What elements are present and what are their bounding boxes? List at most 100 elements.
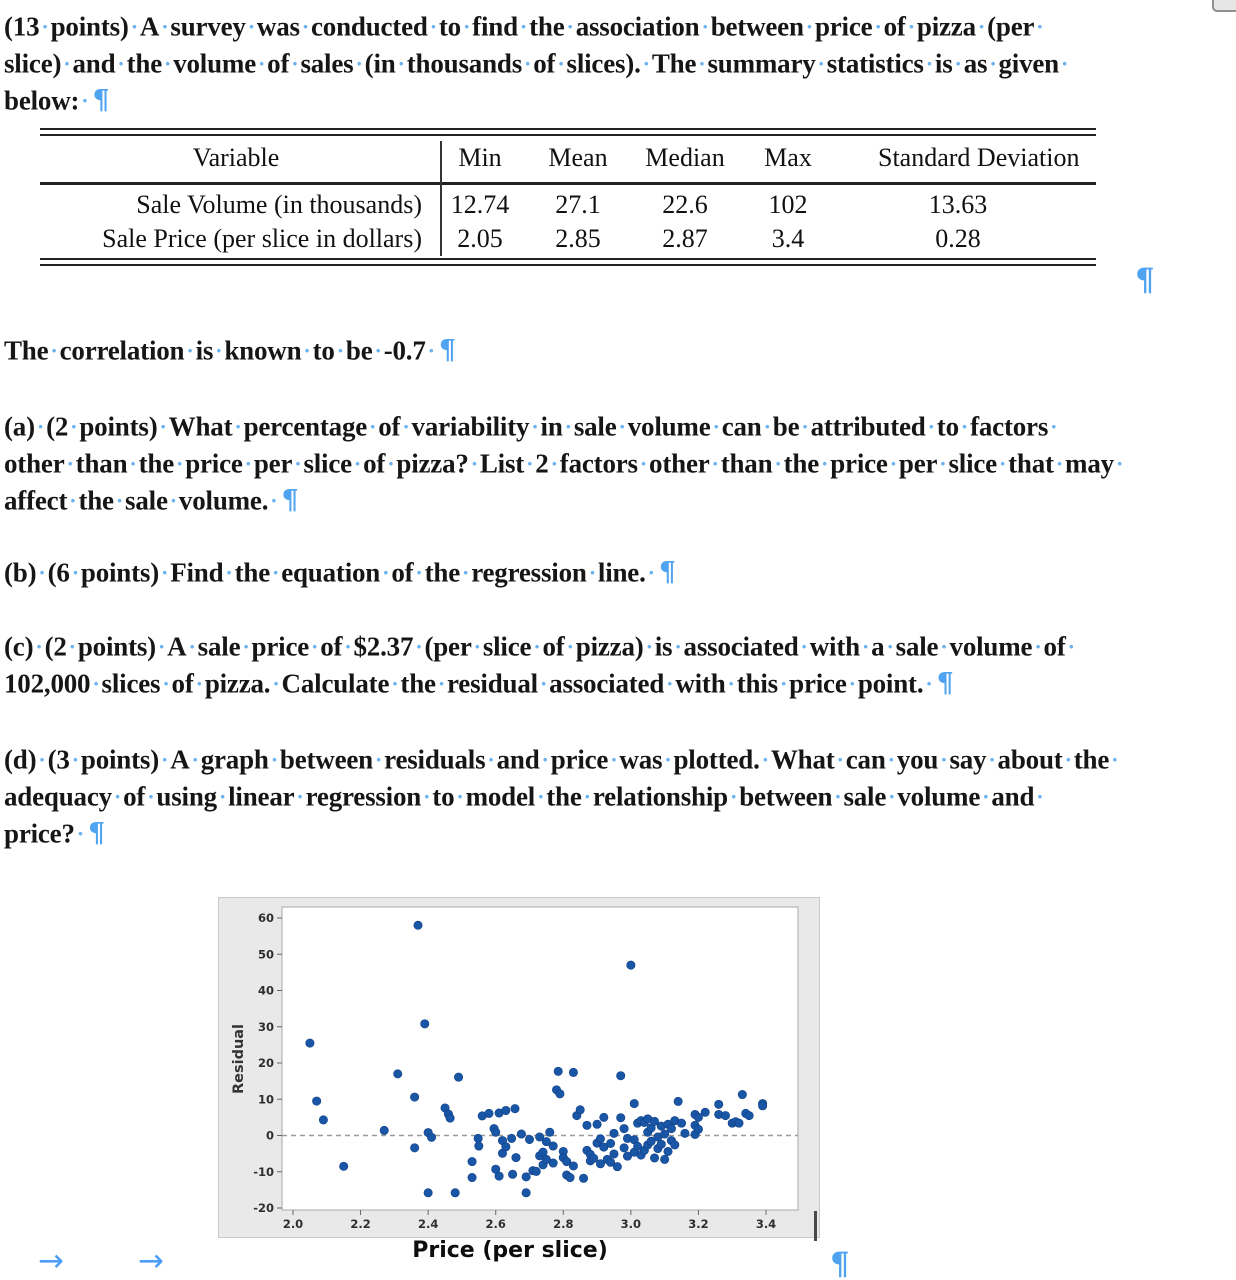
paragraph-part-b: (b)·(6·points)·Find·the·equation·of·the·… (4, 554, 676, 591)
space-dot-mark: · (712, 414, 720, 439)
text-line[interactable]: 102,000·slices·of·pizza.·Calculate·the·r… (4, 668, 954, 700)
space-dot-mark: · (642, 51, 650, 76)
space-dot-mark: · (727, 671, 735, 696)
space-dot-mark: · (779, 671, 788, 696)
data-point (612, 1162, 622, 1172)
text-line[interactable]: (d)·(3·points)·A·graph·between·residuals… (4, 744, 1119, 775)
space-dot-mark: · (610, 747, 618, 772)
space-dot-mark: · (225, 560, 233, 585)
space-dot-mark: · (159, 414, 167, 439)
table-cell-sd: 13.63 (928, 190, 988, 219)
space-dot-mark: · (311, 634, 319, 659)
space-dot-mark: · (664, 747, 672, 772)
text-line[interactable]: adequacy·of·using·linear·regression·to·m… (4, 781, 1044, 812)
table-column-divider (440, 141, 442, 256)
space-dot-mark: · (36, 414, 45, 439)
space-dot-mark: · (38, 560, 46, 585)
data-point (473, 1133, 483, 1143)
space-dot-mark: · (1061, 51, 1069, 76)
space-dot-mark: · (927, 414, 935, 439)
pilcrow-mark: ¶ (936, 668, 954, 700)
data-point (305, 1038, 315, 1048)
data-point (445, 1113, 455, 1123)
text-line[interactable]: below:· ¶ (4, 85, 110, 117)
space-dot-mark: · (70, 414, 78, 439)
space-dot-mark: · (889, 451, 897, 476)
text-line[interactable]: price?· ¶ (4, 818, 105, 850)
space-dot-mark: · (117, 51, 125, 76)
space-dot-mark: · (272, 560, 280, 585)
residual-plot-figure[interactable]: Residual 60 50 40 30 20 10 0 -10 -20 2.0 2.2 2.4 2.6… (218, 897, 820, 1238)
space-dot-mark: · (925, 51, 933, 76)
space-dot-mark: · (294, 451, 302, 476)
space-dot-mark: · (92, 671, 100, 696)
data-point (568, 1067, 578, 1077)
data-point (595, 1134, 605, 1144)
space-dot-mark: · (344, 634, 352, 659)
data-point (622, 1151, 632, 1161)
data-point (494, 1171, 504, 1181)
space-dot-mark: · (557, 51, 565, 76)
data-point (474, 1141, 484, 1151)
data-point (511, 1153, 521, 1163)
text-line[interactable]: affect·the·sale·volume.· ¶ (4, 485, 299, 517)
table-header-mean: Mean (548, 143, 608, 172)
data-point (660, 1154, 670, 1164)
text-line[interactable]: (b)·(6·points)·Find·the·equation·of·the·… (4, 557, 676, 589)
data-point (501, 1142, 511, 1152)
text-line[interactable]: slice)·and·the·volume·of·sales·(in·thous… (4, 48, 1069, 79)
y-axis-label: Residual (231, 1024, 247, 1094)
space-dot-mark: · (618, 414, 626, 439)
space-dot-mark: · (162, 671, 170, 696)
text-line[interactable]: (a)·(2·points)·What·percentage·of·variab… (4, 411, 1058, 442)
space-dot-mark: · (1055, 451, 1064, 476)
space-dot-mark: · (848, 671, 856, 696)
data-point (423, 1188, 433, 1198)
data-point (609, 1149, 619, 1159)
space-dot-mark: · (336, 338, 344, 363)
space-dot-mark: · (674, 634, 682, 659)
table-top-rule-1 (40, 128, 1096, 130)
text-line[interactable]: (c)·(2·points)·A·sale·price·of·$2.37·(pe… (4, 631, 1075, 662)
data-point (565, 1173, 575, 1183)
space-dot-mark: · (1034, 634, 1042, 659)
data-point (538, 1147, 548, 1157)
space-dot-mark: · (940, 634, 948, 659)
space-dot-mark: · (427, 338, 435, 363)
space-dot-mark: · (113, 784, 122, 809)
table-header-min: Min (458, 143, 502, 172)
space-dot-mark: · (301, 14, 309, 39)
pilcrow-mark: ¶ (658, 557, 676, 589)
space-dot-mark: · (1064, 747, 1072, 772)
space-dot-mark: · (487, 747, 495, 772)
space-dot-mark: · (391, 671, 399, 696)
table-cell-sd: 0.28 (935, 224, 981, 253)
text-line[interactable]: (13·points)·A·survey·was·conducted·to·fi… (4, 11, 1044, 42)
space-dot-mark: · (800, 634, 808, 659)
space-dot-mark: · (429, 14, 437, 39)
paragraph-part-c: (c)·(2·points)·A·sale·price·of·$2.37·(pe… (4, 628, 1077, 702)
space-dot-mark: · (977, 14, 986, 39)
space-dot-mark: · (925, 671, 933, 696)
space-dot-mark: · (374, 338, 382, 363)
data-point (575, 1105, 585, 1115)
space-dot-mark: · (462, 14, 471, 39)
space-dot-mark: · (169, 488, 177, 513)
space-dot-mark: · (645, 634, 653, 659)
summary-statistics-table[interactable]: Variable Min Mean Median Max Standard De… (40, 128, 1096, 266)
space-dot-mark: · (888, 784, 896, 809)
text-line[interactable]: The·correlation·is·known·to·be·-0.7· ¶ (4, 335, 456, 367)
space-dot-mark: · (473, 634, 481, 659)
data-point (393, 1069, 403, 1079)
space-dot-mark: · (191, 747, 199, 772)
text-line[interactable]: other·than·the·price·per·slice·of·pizza?… (4, 448, 1124, 479)
table-mid-rule (40, 182, 1096, 185)
space-dot-mark: · (218, 784, 227, 809)
pilcrow-mark: ¶ (438, 335, 456, 367)
data-point (553, 1066, 563, 1076)
space-dot-mark: · (886, 634, 894, 659)
data-point (589, 1153, 599, 1163)
space-dot-mark: · (115, 488, 124, 513)
space-dot-mark: · (387, 451, 395, 476)
pilcrow-mark: ¶ (1135, 262, 1155, 298)
